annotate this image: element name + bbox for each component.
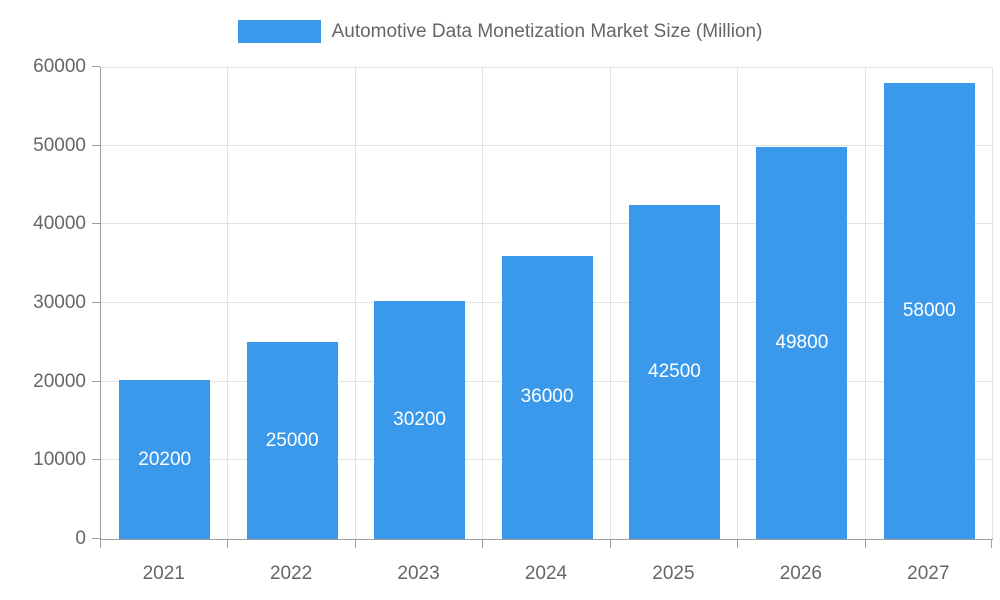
y-axis-tick (92, 144, 100, 146)
bar-2021: 20200 (119, 380, 211, 539)
x-axis-tick (227, 540, 229, 548)
bar-value-label: 36000 (520, 386, 574, 408)
x-axis-tick (991, 540, 992, 548)
y-axis-tick-label: 0 (75, 528, 86, 549)
x-axis-tick (864, 540, 866, 548)
gridline-horizontal (101, 144, 993, 146)
x-axis-tick-label: 2025 (652, 563, 695, 584)
gridline-vertical (864, 67, 866, 539)
x-axis-tick-label: 2024 (524, 563, 568, 584)
y-axis-tick (92, 223, 100, 225)
bar-2025: 42500 (628, 204, 720, 539)
bar-2023: 30200 (374, 301, 466, 539)
y-axis-tick-label: 40000 (33, 213, 86, 235)
bar-value-label: 30200 (393, 409, 446, 431)
x-axis-tick (354, 540, 356, 548)
bar-value-label: 20200 (138, 448, 192, 470)
y-axis-tick (92, 302, 100, 303)
bar-value-label: 25000 (265, 429, 319, 451)
bar-2022: 25000 (246, 342, 338, 539)
y-axis-tick (92, 380, 100, 382)
y-axis-tick-label: 60000 (33, 56, 86, 77)
y-axis-tick (92, 538, 100, 539)
x-axis-tick (100, 540, 101, 548)
legend: Automotive Data Monetization Market Size… (0, 20, 1000, 43)
y-axis-tick-label: 10000 (33, 449, 86, 471)
gridline-vertical (992, 67, 993, 539)
gridline-horizontal (101, 223, 993, 225)
y-axis-tick (92, 66, 100, 67)
y-axis-tick-label: 50000 (33, 134, 86, 156)
bar-2027: 58000 (883, 82, 975, 539)
gridline-vertical (482, 67, 484, 539)
bar-2026: 49800 (756, 147, 848, 539)
plot-area: 20200 25000 30200 36000 42500 49800 58000 (100, 67, 993, 540)
bar-value-label: 58000 (902, 299, 956, 321)
x-axis-tick (482, 540, 484, 548)
x-axis-tick-label: 2027 (907, 563, 950, 584)
gridline-vertical (737, 67, 739, 539)
gridline-vertical (354, 67, 356, 539)
legend-swatch (237, 20, 321, 43)
gridline-horizontal (101, 67, 993, 68)
gridline-vertical (609, 67, 611, 539)
bar-2024: 36000 (501, 255, 593, 539)
x-axis-tick (737, 540, 739, 548)
y-axis-tick (92, 459, 100, 461)
legend-label: Automotive Data Monetization Market Size… (331, 21, 763, 42)
bar-value-label: 42500 (648, 360, 701, 382)
x-axis-tick (609, 540, 611, 548)
x-axis-tick-label: 2026 (779, 563, 822, 584)
x-axis-tick-label: 2022 (269, 563, 313, 584)
gridline-vertical (227, 67, 229, 539)
y-axis-tick-label: 20000 (33, 370, 86, 392)
y-axis-tick-label: 30000 (33, 292, 86, 313)
bar-value-label: 49800 (775, 332, 829, 354)
x-axis-tick-label: 2021 (142, 563, 185, 584)
x-axis-tick-label: 2023 (397, 563, 440, 584)
